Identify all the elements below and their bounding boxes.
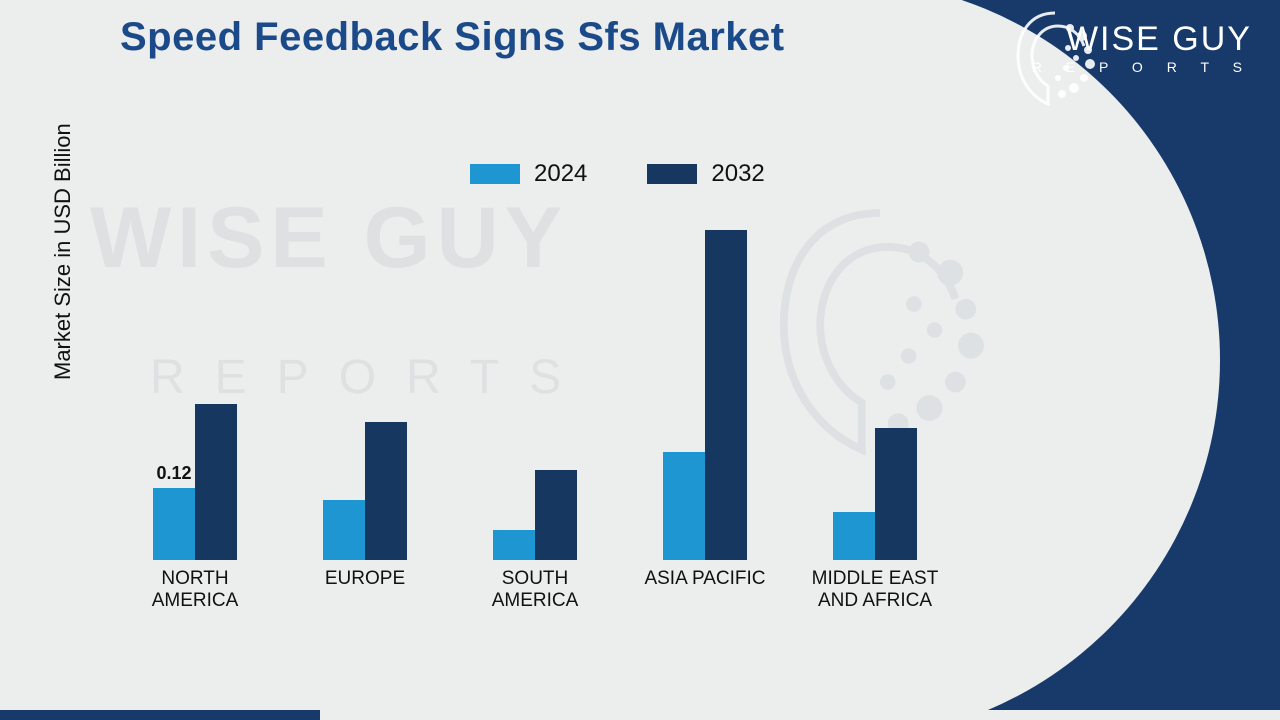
legend-swatch-2024: [470, 164, 520, 184]
category-label: NORTH AMERICA: [130, 560, 260, 612]
bar-2024: [323, 500, 365, 560]
value-label: 0.12: [156, 463, 191, 484]
bottom-accent-bar: [0, 710, 320, 720]
bar-2024: [493, 530, 535, 560]
legend-item-2024: 2024: [470, 160, 587, 188]
page: WISE GUY R E P O R T S Speed Feedback Si…: [0, 0, 1280, 720]
category-label: EUROPE: [300, 560, 430, 590]
y-axis-label: Market Size in USD Billion: [50, 123, 76, 380]
brand-main: WISE GUY: [1032, 22, 1252, 56]
bar-2032: [195, 404, 237, 560]
brand-sub: R E P O R T S: [1032, 60, 1252, 74]
bar-2032: [875, 428, 917, 560]
plot-area: NORTH AMERICA0.12EUROPESOUTH AMERICAASIA…: [100, 200, 940, 560]
bar-2024: [833, 512, 875, 560]
bar-2032: [365, 422, 407, 560]
legend-swatch-2032: [647, 164, 697, 184]
bar-2024: [153, 488, 195, 560]
category-label: MIDDLE EAST AND AFRICA: [810, 560, 940, 612]
chart-title: Speed Feedback Signs Sfs Market: [120, 15, 785, 60]
legend-item-2032: 2032: [647, 160, 764, 188]
legend: 2024 2032: [470, 160, 765, 188]
bar-2032: [535, 470, 577, 560]
category-label: ASIA PACIFIC: [640, 560, 770, 590]
bar-2032: [705, 230, 747, 560]
legend-label-2024: 2024: [534, 160, 587, 188]
legend-label-2032: 2032: [711, 160, 764, 188]
brand-block: WISE GUY R E P O R T S: [1032, 22, 1252, 74]
bar-2024: [663, 452, 705, 560]
category-label: SOUTH AMERICA: [470, 560, 600, 612]
